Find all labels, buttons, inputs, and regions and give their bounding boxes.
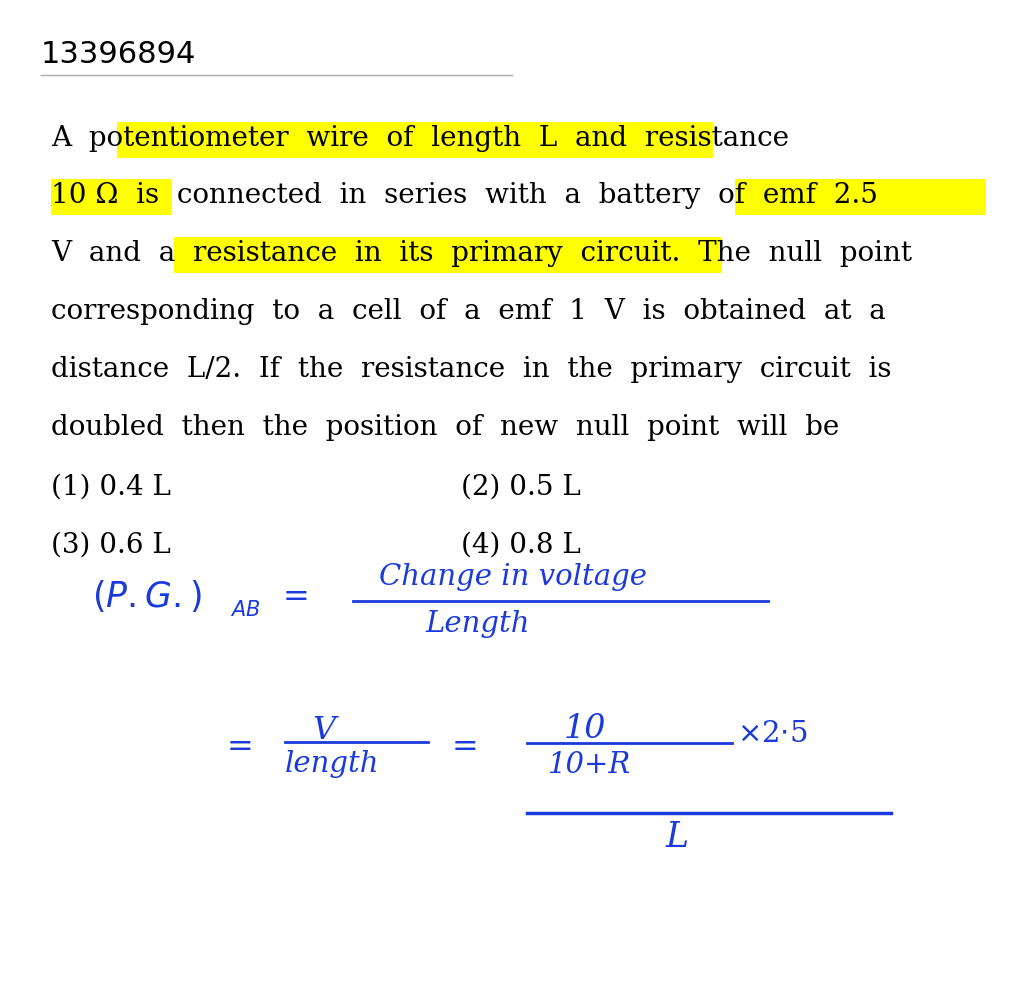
Text: $AB$: $AB$ <box>230 600 261 620</box>
Text: 13396894: 13396894 <box>41 40 197 69</box>
Text: $(P.G.)$: $(P.G.)$ <box>92 578 202 614</box>
Text: (4) 0.8 L: (4) 0.8 L <box>461 531 581 558</box>
Text: corresponding  to  a  cell  of  a  emf  1  V  is  obtained​  at  a: corresponding to a cell of a emf 1 V is … <box>51 298 886 325</box>
Text: A  potentiometer  wire  of  length  L  and  resistance: A potentiometer wire of length L and res… <box>51 125 790 152</box>
Text: $=$: $=$ <box>445 730 477 761</box>
Text: doubled  then  the  position  of  new  null  point  will  be: doubled then the position of new null po… <box>51 414 840 441</box>
FancyBboxPatch shape <box>174 237 722 273</box>
Text: 10+R: 10+R <box>548 751 631 779</box>
Text: $=$: $=$ <box>220 730 252 761</box>
Text: (2) 0.5 L: (2) 0.5 L <box>461 474 581 500</box>
Text: (1) 0.4 L: (1) 0.4 L <box>51 474 171 500</box>
Text: V  and  a  resistance  in  its  primary  circuit.  The  null  point: V and a resistance in its primary circui… <box>51 240 912 267</box>
Text: $=$: $=$ <box>276 580 308 611</box>
Text: Length: Length <box>425 610 529 638</box>
Text: L: L <box>666 820 689 853</box>
Text: (3) 0.6 L: (3) 0.6 L <box>51 531 171 558</box>
Text: distance  L/2.  If  the  resistance  in  the  primary  circuit  is: distance L/2. If the resistance in the p… <box>51 356 892 383</box>
Text: length: length <box>285 750 379 778</box>
Text: 10 Ω  is  connected  in  series  with  a  battery  of  emf  2.5: 10 Ω is connected in series with a batte… <box>51 182 878 209</box>
Text: Change in voltage: Change in voltage <box>379 563 647 591</box>
FancyBboxPatch shape <box>51 179 172 215</box>
FancyBboxPatch shape <box>735 179 986 215</box>
Text: $\times$2$\cdot$5: $\times$2$\cdot$5 <box>737 720 808 748</box>
Text: V: V <box>312 715 336 746</box>
Text: 10: 10 <box>563 713 606 745</box>
FancyBboxPatch shape <box>117 122 713 158</box>
